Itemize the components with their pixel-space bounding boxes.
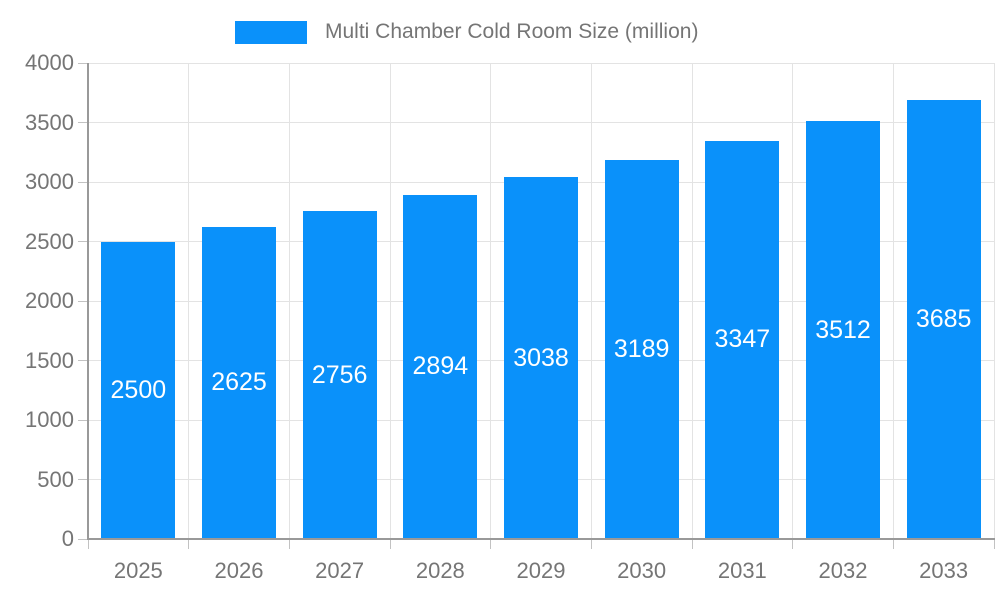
y-axis-tick-label: 2000 (25, 288, 74, 313)
y-axis-tick-label: 1000 (25, 407, 74, 432)
gridline-vertical (490, 63, 492, 539)
gridline-horizontal (88, 122, 994, 123)
y-axis-tick-label: 3500 (25, 109, 74, 135)
x-axis-tick (389, 539, 391, 549)
y-axis-tick (78, 122, 88, 123)
x-axis-tick (288, 539, 290, 549)
y-axis-tick-label: 500 (37, 466, 74, 492)
y-axis-tick (78, 300, 88, 302)
x-axis-tick (188, 539, 190, 549)
y-axis-tick (78, 419, 88, 421)
gridline-vertical (389, 63, 391, 539)
gridline-vertical (892, 63, 894, 539)
x-axis-tick-label: 2027 (315, 558, 365, 583)
x-axis-tick-label: 2031 (717, 558, 767, 583)
bar[interactable]: 3685 (906, 100, 981, 539)
y-axis-tick (78, 62, 88, 64)
x-axis-tick (691, 539, 693, 549)
bar-value-label: 2500 (110, 375, 167, 404)
y-axis-tick-label: 3000 (25, 169, 74, 194)
gridline-vertical (288, 63, 290, 539)
x-axis-tick (87, 539, 89, 549)
bar[interactable]: 2500 (101, 241, 176, 539)
x-axis-tick (892, 539, 894, 549)
chart-legend[interactable]: Multi Chamber Cold Room Size (million) (235, 20, 698, 44)
gridline-vertical (188, 63, 190, 539)
bar[interactable]: 2625 (202, 226, 276, 539)
y-axis-tick (78, 181, 88, 183)
x-axis-tick-label: 2033 (919, 558, 969, 583)
bar-value-label: 3038 (513, 343, 569, 372)
legend-swatch (235, 20, 307, 44)
gridline-vertical (691, 63, 693, 539)
x-axis-tick-label: 2029 (516, 558, 566, 583)
bar[interactable]: 3347 (705, 140, 780, 539)
x-axis-tick (490, 539, 492, 549)
bar-value-label: 3189 (613, 334, 670, 363)
bar-value-label: 3347 (714, 325, 771, 354)
bar-value-label: 2625 (211, 368, 267, 397)
y-axis-tick-label: 0 (61, 526, 74, 551)
x-axis-tick-label: 2028 (415, 558, 465, 583)
x-axis-tick-label: 2026 (214, 558, 264, 583)
x-axis-tick-label: 2030 (617, 558, 667, 583)
bar[interactable]: 3189 (604, 159, 679, 539)
bar-value-label: 2756 (311, 360, 368, 389)
y-axis-line (87, 63, 89, 539)
gridline-vertical (993, 63, 995, 539)
bar[interactable]: 3512 (806, 121, 880, 539)
gridline-vertical (792, 63, 794, 539)
x-axis-line (87, 538, 995, 540)
y-axis-tick (78, 538, 88, 540)
bar-value-label: 3685 (915, 305, 972, 334)
y-axis-tick-label: 4000 (25, 50, 74, 75)
bar[interactable]: 2756 (302, 211, 377, 539)
x-axis-tick-label: 2032 (818, 558, 868, 583)
y-axis-tick-label: 1500 (25, 347, 74, 373)
bar-value-label: 3512 (815, 315, 871, 344)
bar-value-label: 2894 (412, 352, 469, 381)
y-axis-tick (78, 241, 88, 242)
bar[interactable]: 2894 (403, 194, 478, 539)
gridline-vertical (590, 63, 592, 539)
x-axis-tick (792, 539, 794, 549)
y-axis-tick (78, 360, 88, 361)
gridline-horizontal (88, 62, 994, 64)
x-axis-tick (590, 539, 592, 549)
y-axis-tick-label: 2500 (25, 228, 74, 254)
x-axis-tick-label: 2025 (113, 558, 163, 583)
legend-label: Multi Chamber Cold Room Size (million) (325, 20, 699, 43)
y-axis-tick (78, 479, 88, 480)
bar[interactable]: 3038 (504, 177, 578, 539)
x-axis-tick (993, 539, 995, 549)
